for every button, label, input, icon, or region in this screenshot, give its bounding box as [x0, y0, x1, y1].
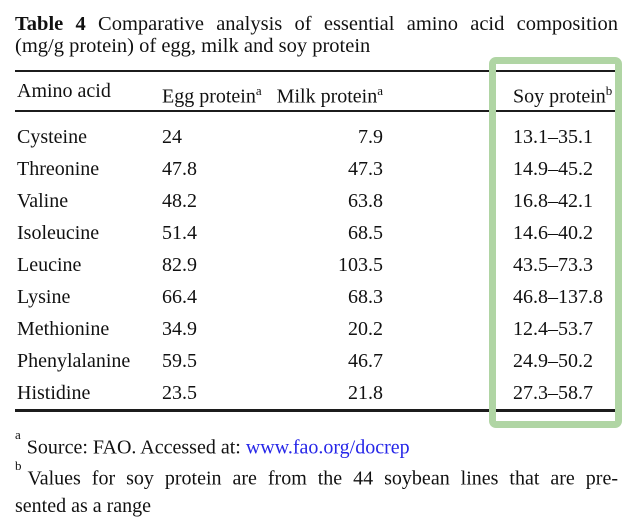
amino-acid-cell: Leucine [17, 254, 82, 276]
egg-value-cell: 82.9 [162, 254, 197, 276]
table-row: Threonine 47.8 47.3 14.9–45.2 [0, 153, 625, 185]
table-row: Isoleucine 51.4 68.5 14.6–40.2 [0, 217, 625, 249]
milk-value-cell: 47.3 [348, 158, 383, 180]
table-row: Methionine 34.9 20.2 12.4–53.7 [0, 313, 625, 345]
egg-value-cell: 24 [162, 126, 182, 148]
egg-value-cell: 66.4 [162, 286, 197, 308]
table-rule-top [15, 70, 618, 72]
amino-acid-cell: Methionine [17, 318, 110, 340]
footnote-b: b Values for soy protein are from the 44 … [15, 458, 619, 520]
amino-acid-cell: Lysine [17, 286, 71, 308]
table-row: Cysteine 24 7.9 13.1–35.1 [0, 121, 625, 153]
soy-value-cell: 24.9–50.2 [513, 350, 593, 372]
soy-value-cell: 27.3–58.7 [513, 382, 593, 404]
milk-value-cell: 7.9 [358, 126, 383, 148]
amino-acid-cell: Threonine [17, 158, 100, 180]
amino-acid-cell: Valine [17, 190, 69, 212]
soy-value-cell: 14.9–45.2 [513, 158, 593, 180]
table-row: Leucine 82.9 103.5 43.5–73.3 [0, 249, 625, 281]
egg-value-cell: 23.5 [162, 382, 197, 404]
table-rule-header [15, 110, 618, 112]
column-header-soy-protein: Soy proteinb [513, 74, 612, 114]
amino-acid-cell: Phenylalanine [17, 350, 131, 372]
milk-value-cell: 46.7 [348, 350, 383, 372]
footnote-a: a Source: FAO. Accessed at: www.fao.org/d… [15, 427, 618, 462]
column-header-egg-protein: Egg proteina [162, 74, 262, 114]
egg-value-cell: 51.4 [162, 222, 197, 244]
milk-value-cell: 20.2 [348, 318, 383, 340]
soy-value-cell: 12.4–53.7 [513, 318, 593, 340]
table-row: Lysine 66.4 68.3 46.8–137.8 [0, 281, 625, 313]
footnote-ref-a: a [377, 83, 383, 98]
soy-value-cell: 14.6–40.2 [513, 222, 593, 244]
table-row: Histidine 23.5 21.8 27.3–58.7 [0, 377, 625, 409]
column-header-label: Soy protein [513, 85, 606, 108]
amino-acid-cell: Cysteine [17, 126, 87, 148]
table-body: Cysteine 24 7.9 13.1–35.1 Threonine 47.8… [0, 121, 625, 409]
footnote-ref-b: b [605, 83, 613, 98]
soy-protein-column-highlight [489, 57, 622, 428]
footnote-b-text: Values for soy protein are from the 44 s… [27, 467, 619, 490]
footnote-b-line2: sented as a range [15, 494, 152, 517]
egg-value-cell: 59.5 [162, 350, 197, 372]
table-header-row: Amino acid Egg proteina Milk proteina So… [0, 74, 625, 108]
egg-value-cell: 34.9 [162, 318, 197, 340]
table-rule-bottom [15, 409, 618, 412]
table-number-label: Table 4 [15, 13, 86, 35]
column-header-label: Milk protein [276, 85, 378, 108]
soy-value-cell: 13.1–35.1 [513, 126, 593, 148]
column-header-amino-acid: Amino acid [17, 74, 111, 108]
table-caption-line1: Table 4 Comparative analysis of essentia… [15, 13, 618, 35]
amino-acid-cell: Histidine [17, 382, 91, 404]
amino-acid-cell: Isoleucine [17, 222, 100, 244]
egg-value-cell: 47.8 [162, 158, 197, 180]
table-caption-text: Comparative analysis of essential amino … [98, 13, 618, 35]
milk-value-cell: 103.5 [338, 254, 383, 276]
column-header-label: Egg protein [162, 85, 256, 108]
footnote-b-line1: b Values for soy protein are from the 44 … [15, 458, 619, 493]
milk-value-cell: 63.8 [348, 190, 383, 212]
footnote-ref-a: a [255, 83, 262, 98]
column-header-milk-protein: Milk proteina [240, 74, 383, 114]
egg-value-cell: 48.2 [162, 190, 197, 212]
table-caption: Table 4 Comparative analysis of essentia… [15, 13, 618, 57]
milk-value-cell: 68.5 [348, 222, 383, 244]
table-caption-line2: (mg/g protein) of egg, milk and soy prot… [15, 35, 371, 57]
column-header-label: Amino acid [17, 80, 111, 102]
table-row: Phenylalanine 59.5 46.7 24.9–50.2 [0, 345, 625, 377]
footnote-a-text: Source: FAO. Accessed at: [26, 436, 241, 459]
soy-value-cell: 16.8–42.1 [513, 190, 593, 212]
milk-value-cell: 21.8 [348, 382, 383, 404]
soy-value-cell: 43.5–73.3 [513, 254, 593, 276]
footnote-a-marker: a [15, 427, 21, 442]
footnote-b-marker: b [15, 458, 22, 473]
table-row: Valine 48.2 63.8 16.8–42.1 [0, 185, 625, 217]
milk-value-cell: 68.3 [348, 286, 383, 308]
fao-link[interactable]: www.fao.org/docrep [245, 436, 410, 459]
soy-value-cell: 46.8–137.8 [513, 286, 603, 308]
